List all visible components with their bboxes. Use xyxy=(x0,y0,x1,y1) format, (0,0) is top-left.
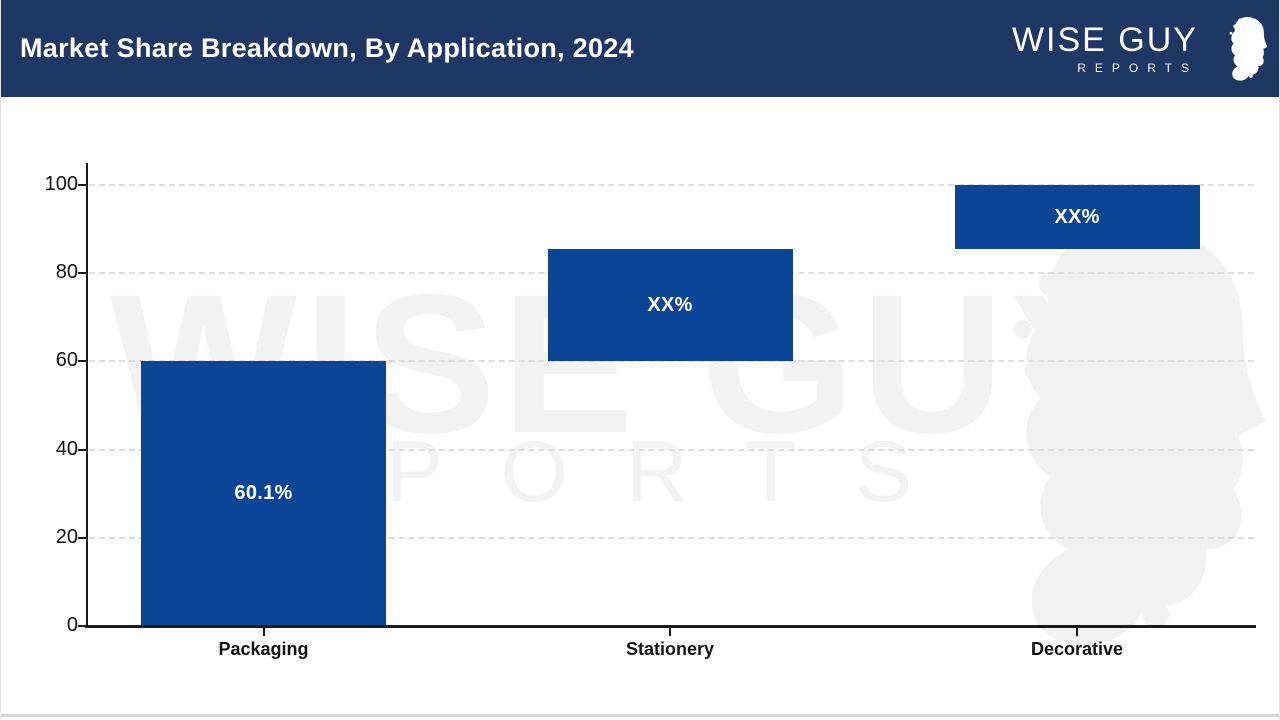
page-title: Market Share Breakdown, By Application, … xyxy=(20,33,634,63)
y-axis-line xyxy=(86,163,88,627)
y-tick-label: 20 xyxy=(55,525,78,548)
bar-packaging: 60.1% xyxy=(141,360,386,626)
gridline-60 xyxy=(89,360,1254,363)
bar-value-label: XX% xyxy=(647,293,693,316)
x-tick-mark xyxy=(669,628,671,636)
y-tick-label: 80 xyxy=(55,261,78,284)
y-tick-mark xyxy=(78,448,86,451)
bar-value-label: XX% xyxy=(1054,205,1100,228)
y-tick-label: 40 xyxy=(55,437,78,460)
logo-brand-sub: REPORTS xyxy=(1077,61,1198,75)
category-label-packaging: Packaging xyxy=(218,639,309,659)
gridline-40 xyxy=(89,448,1254,451)
category-label-stationery: Stationery xyxy=(625,639,715,659)
y-tick-mark xyxy=(78,625,86,627)
x-tick-mark xyxy=(1076,628,1078,636)
y-tick-label: 60 xyxy=(55,349,78,372)
gridline-100 xyxy=(89,184,1254,186)
y-tick-label: 0 xyxy=(66,614,78,636)
y-tick-mark xyxy=(78,536,86,539)
x-axis-line xyxy=(85,625,1256,628)
y-tick-mark xyxy=(78,360,86,363)
bar-stationery: XX% xyxy=(547,249,793,361)
bar-decorative: XX% xyxy=(954,185,1200,250)
y-tick-mark xyxy=(78,184,86,186)
logo-brand-name: WISE GUY xyxy=(1011,21,1198,59)
y-tick-label: 100 xyxy=(44,173,78,195)
header-bar: Market Share Breakdown, By Application, … xyxy=(0,0,1280,97)
category-label-decorative: Decorative xyxy=(1030,639,1124,659)
wise-guy-reports-logo: WISE GUY REPORTS xyxy=(1012,4,1268,94)
y-tick-mark xyxy=(78,272,86,275)
bar-value-label: 60.1% xyxy=(234,481,293,504)
gridline-20 xyxy=(89,536,1254,539)
bottom-divider xyxy=(0,714,1280,717)
x-tick-mark xyxy=(262,628,265,636)
logo-text: WISE GUY REPORTS xyxy=(1012,23,1198,75)
